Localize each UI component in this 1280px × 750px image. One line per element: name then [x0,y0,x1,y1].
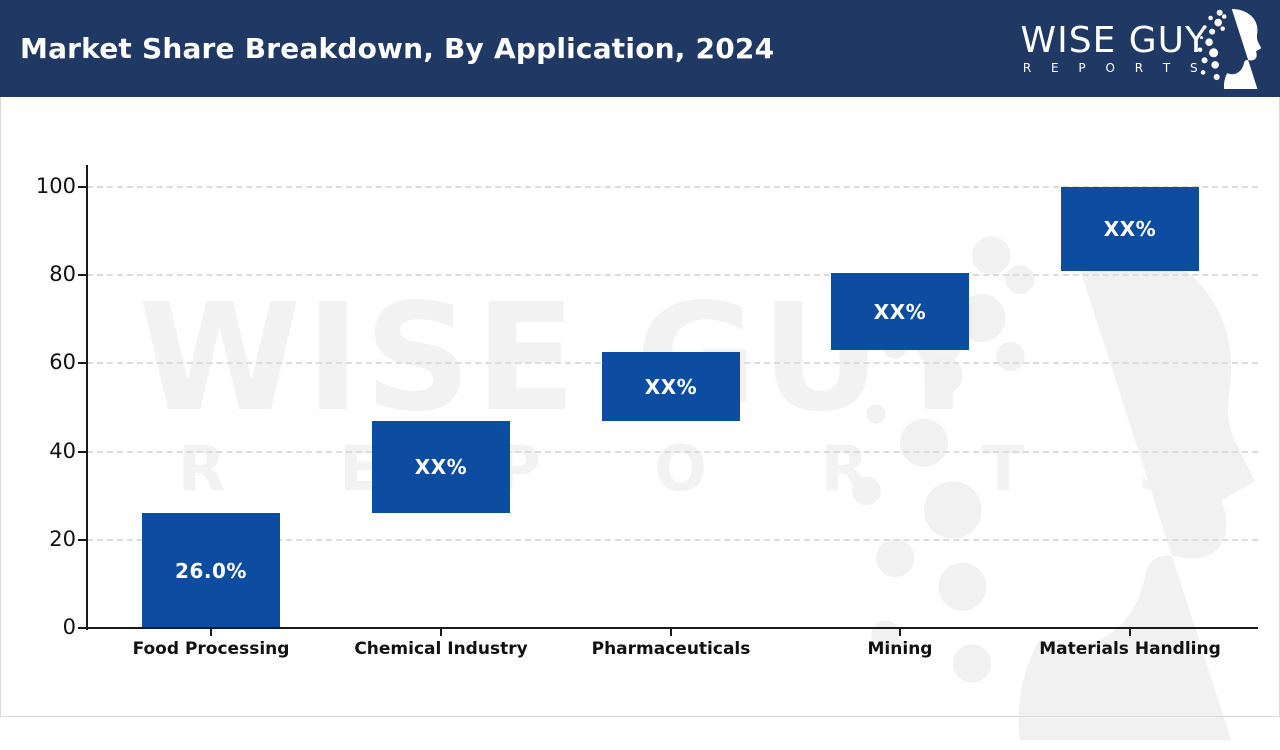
x-tick-materials-handling [1129,629,1131,636]
page-title: Market Share Breakdown, By Application, … [20,32,775,65]
gridline-40 [87,450,1258,453]
y-tick-0 [78,627,86,629]
x-tick-mining [899,629,901,636]
gridline-80 [87,274,1258,277]
y-tick-60 [78,362,86,365]
bottom-border-line [0,716,1280,717]
x-tick-chemical-industry [440,629,442,636]
y-tick-label-100: 100 [35,174,76,198]
y-tick-100 [78,186,86,188]
header-bar: Market Share Breakdown, By Application, … [0,0,1280,97]
y-axis-line [86,165,88,630]
bar-chemical-industry: XX% [372,420,510,514]
x-tick-label-mining: Mining [867,639,933,659]
bar-food-processing: 26.0% [142,513,280,628]
y-tick-label-0: 0 [62,615,76,639]
y-tick-label-80: 80 [49,262,76,287]
logo-name: WISE GUY [1020,19,1208,61]
bar-label-mining: XX% [873,299,927,324]
x-tick-label-materials-handling: Materials Handling [1039,639,1221,659]
y-tick-20 [78,538,86,541]
bar-materials-handling: XX% [1061,187,1199,271]
x-tick-label-chemical-industry: Chemical Industry [354,639,528,659]
wiseguy-logo: WISE GUY R E P O R T S [1021,5,1263,93]
y-tick-80 [78,274,86,277]
logo-tagline: R E P O R T S [1022,61,1206,76]
logo-text: WISE GUY R E P O R T S [1020,19,1209,76]
bar-label-chemical-industry: XX% [414,455,468,480]
watermark-tagline: R E P O R T S [178,432,1229,505]
x-tick-label-food-processing: Food Processing [132,639,290,659]
y-tick-label-20: 20 [49,526,76,551]
gridline-100 [87,186,1258,188]
watermark-face-icon [852,231,1256,741]
wiseguy-face-icon [1197,8,1262,89]
y-tick-label-40: 40 [49,438,76,463]
y-tick-label-60: 60 [49,350,76,375]
x-tick-pharmaceuticals [670,629,672,636]
bar-label-pharmaceuticals: XX% [644,374,698,399]
bar-label-materials-handling: XX% [1103,216,1157,241]
x-axis-line [86,627,1258,629]
left-border-line [0,97,1,717]
bar-label-food-processing: 26.0% [175,558,247,583]
bar-mining: XX% [831,272,969,351]
y-tick-40 [78,450,86,453]
gridline-20 [87,538,1258,541]
x-tick-label-pharmaceuticals: Pharmaceuticals [591,639,751,659]
bar-pharmaceuticals: XX% [602,352,740,421]
x-tick-food-processing [210,629,212,636]
